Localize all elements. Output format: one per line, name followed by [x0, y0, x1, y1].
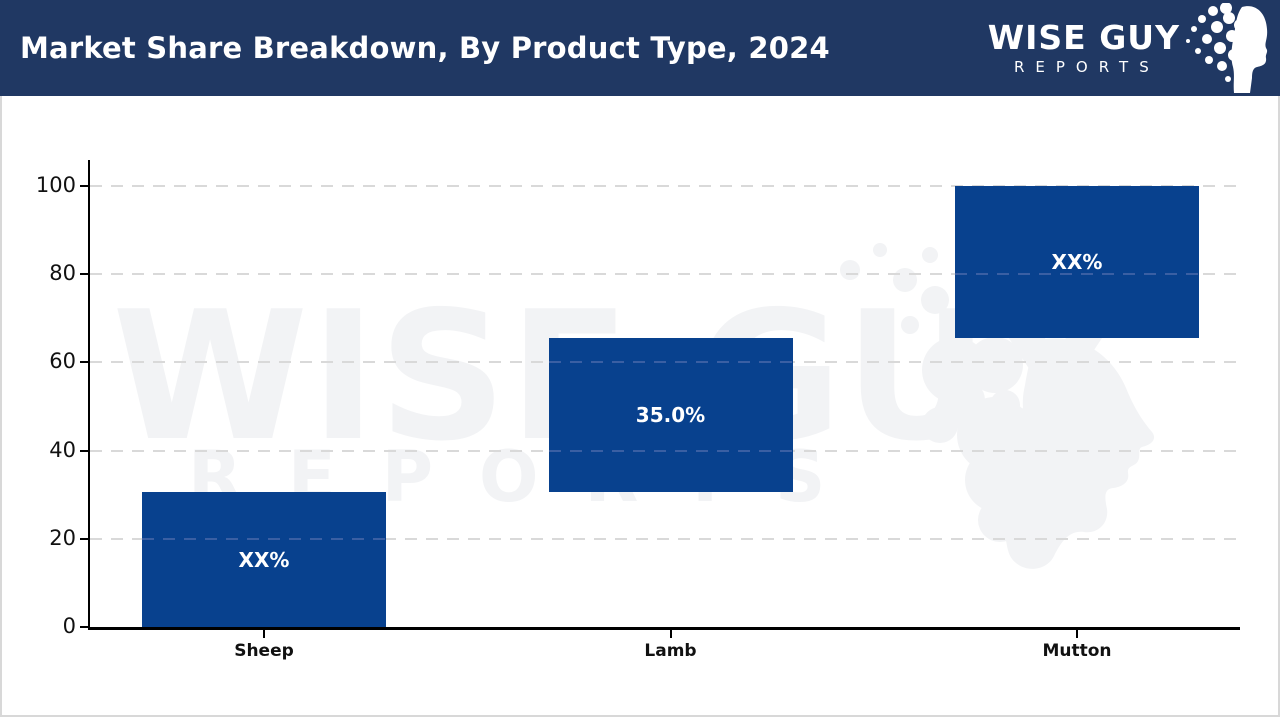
watermark-face-icon [840, 243, 1155, 569]
y-tick-label-0: 0 [62, 614, 76, 638]
y-tickmark-80 [80, 273, 88, 276]
brand-logo: WISE GUY REPORTS [988, 0, 1268, 96]
y-tick-label-60: 60 [49, 349, 76, 374]
x-axis-line [88, 627, 1240, 630]
page-title: Market Share Breakdown, By Product Type,… [20, 31, 830, 65]
gridline-over-bar-60 [548, 361, 793, 364]
bar-value-label: XX% [1051, 250, 1103, 275]
y-axis-line [88, 160, 90, 630]
bar-value-label: 35.0% [635, 403, 706, 428]
y-tickmark-40 [80, 449, 88, 452]
y-tick-label-40: 40 [49, 437, 76, 462]
brand-tagline: REPORTS [1013, 57, 1160, 76]
y-tick-label-100: 100 [35, 173, 76, 197]
gridline-over-bar-80 [955, 273, 1199, 276]
y-tick-label-80: 80 [49, 261, 76, 286]
brand-name: WISE GUY [987, 17, 1180, 57]
bar-sheep: XX% [142, 492, 386, 627]
y-tickmark-100 [80, 185, 88, 187]
bar-value-label: XX% [238, 547, 290, 572]
y-tickmark-0 [80, 626, 88, 628]
gridline-y-100 [90, 185, 1240, 187]
bar-mutton: XX% [955, 186, 1199, 339]
x-tickmark-mutton [1076, 630, 1078, 638]
gridline-y-80 [90, 273, 1240, 276]
brand-face-icon [1186, 3, 1268, 93]
x-tick-label-mutton: Mutton [1042, 641, 1112, 661]
frame-border-left [0, 96, 2, 717]
gridline-over-bar-20 [142, 537, 386, 540]
x-tick-label-sheep: Sheep [234, 641, 294, 661]
x-tickmark-lamb [669, 630, 672, 638]
y-tick-label-20: 20 [49, 525, 76, 550]
gridline-over-bar-40 [548, 449, 793, 452]
x-tickmark-sheep [263, 630, 265, 638]
y-tickmark-60 [80, 361, 88, 364]
gridline-y-20 [90, 537, 1240, 540]
x-tick-label-lamb: Lamb [644, 641, 697, 661]
y-tickmark-20 [80, 537, 88, 540]
frame-border-right [1278, 96, 1280, 717]
frame-border-bottom [0, 715, 1280, 717]
bar-lamb: 35.0% [548, 338, 793, 493]
header: Market Share Breakdown, By Product Type,… [0, 0, 1280, 96]
